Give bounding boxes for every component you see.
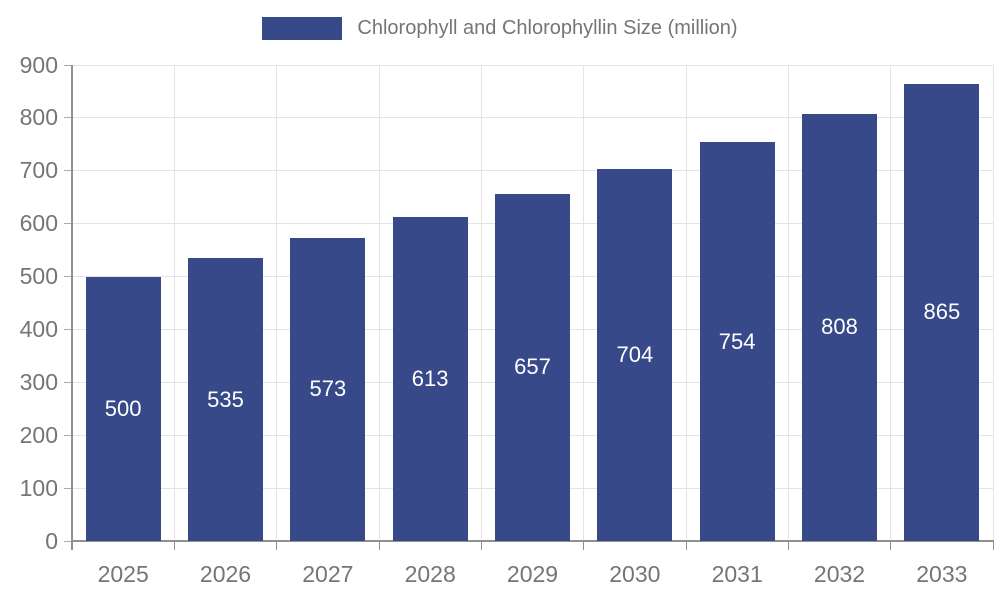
y-axis-tick-label: 100	[19, 474, 58, 501]
y-axis-tick-label: 700	[19, 157, 58, 184]
x-gridline	[685, 65, 687, 541]
y-axis-tick	[64, 117, 72, 119]
bar-2030[interactable]	[597, 168, 673, 541]
bar-2028[interactable]	[392, 216, 468, 541]
x-axis-tick	[992, 541, 994, 550]
bar-value-label: 573	[309, 376, 347, 402]
x-axis-tick-label: 2026	[199, 561, 252, 587]
bar-value-label: 535	[207, 386, 244, 412]
bar-value-label: 865	[923, 299, 961, 325]
x-axis-tick-label: 2032	[813, 561, 866, 587]
x-axis-tick-label: 2025	[97, 561, 149, 587]
y-axis-tick-label: 400	[19, 315, 58, 342]
x-axis-tick	[378, 541, 380, 550]
bar-2027[interactable]	[290, 237, 366, 541]
bar-2025[interactable]	[85, 276, 161, 541]
bar-value-label: 613	[411, 365, 449, 391]
x-axis-tick-label: 2027	[302, 561, 354, 587]
y-axis-tick-label: 200	[19, 421, 58, 448]
x-gridline	[276, 65, 278, 541]
y-axis-tick	[64, 540, 72, 542]
bar-2031[interactable]	[699, 142, 775, 541]
y-axis-tick	[64, 223, 72, 225]
bar-value-label: 754	[718, 328, 756, 354]
y-gridline	[72, 64, 993, 66]
x-gridline	[480, 65, 482, 541]
chart-legend[interactable]: Chlorophyll and Chlorophyllin Size (mill…	[0, 17, 1000, 40]
x-axis-tick-label: 2028	[404, 561, 456, 587]
y-axis-tick-label: 300	[19, 368, 58, 395]
y-axis-tick	[64, 434, 72, 436]
legend-swatch-icon[interactable]	[262, 17, 343, 40]
x-axis-tick	[787, 541, 789, 550]
y-gridline	[72, 170, 993, 172]
bar-value-label: 808	[821, 314, 858, 340]
y-axis-line	[71, 65, 73, 550]
bar-2032[interactable]	[802, 113, 877, 541]
y-axis-tick	[64, 328, 72, 330]
x-axis-tick-label: 2031	[711, 561, 763, 587]
x-gridline	[992, 65, 994, 541]
x-axis-tick-label: 2029	[506, 561, 559, 587]
x-gridline	[890, 65, 892, 541]
bar-value-label: 704	[616, 341, 654, 367]
y-axis-tick	[64, 381, 72, 383]
x-axis-tick	[480, 541, 482, 550]
x-gridline	[378, 65, 380, 541]
y-axis-tick-label: 600	[19, 210, 58, 237]
x-axis-tick	[173, 541, 175, 550]
y-axis-tick	[64, 64, 72, 66]
x-gridline	[173, 65, 175, 541]
x-axis-tick	[583, 541, 585, 550]
bar-value-label: 500	[104, 395, 142, 421]
legend-label[interactable]: Chlorophyll and Chlorophyllin Size (mill…	[357, 17, 738, 39]
y-axis-tick	[64, 276, 72, 278]
x-axis-tick	[276, 541, 278, 550]
x-axis-line	[71, 540, 994, 542]
y-axis-tick-label: 500	[19, 263, 58, 290]
bar-2026[interactable]	[188, 258, 263, 541]
bar-2033[interactable]	[904, 83, 980, 541]
x-axis-tick-label: 2033	[916, 561, 968, 587]
y-gridline	[72, 117, 993, 119]
y-axis-tick-label: 900	[19, 51, 58, 78]
bar-value-label: 657	[514, 354, 551, 380]
bar-2029[interactable]	[495, 193, 570, 541]
x-gridline	[583, 65, 585, 541]
x-axis-tick	[685, 541, 687, 550]
y-axis-tick-label: 0	[45, 527, 58, 554]
y-axis-tick-label: 800	[19, 104, 58, 131]
x-axis-tick	[890, 541, 892, 550]
y-axis-tick	[64, 487, 72, 489]
x-gridline	[787, 65, 789, 541]
x-axis-tick-label: 2030	[609, 561, 661, 587]
y-axis-tick	[64, 170, 72, 172]
